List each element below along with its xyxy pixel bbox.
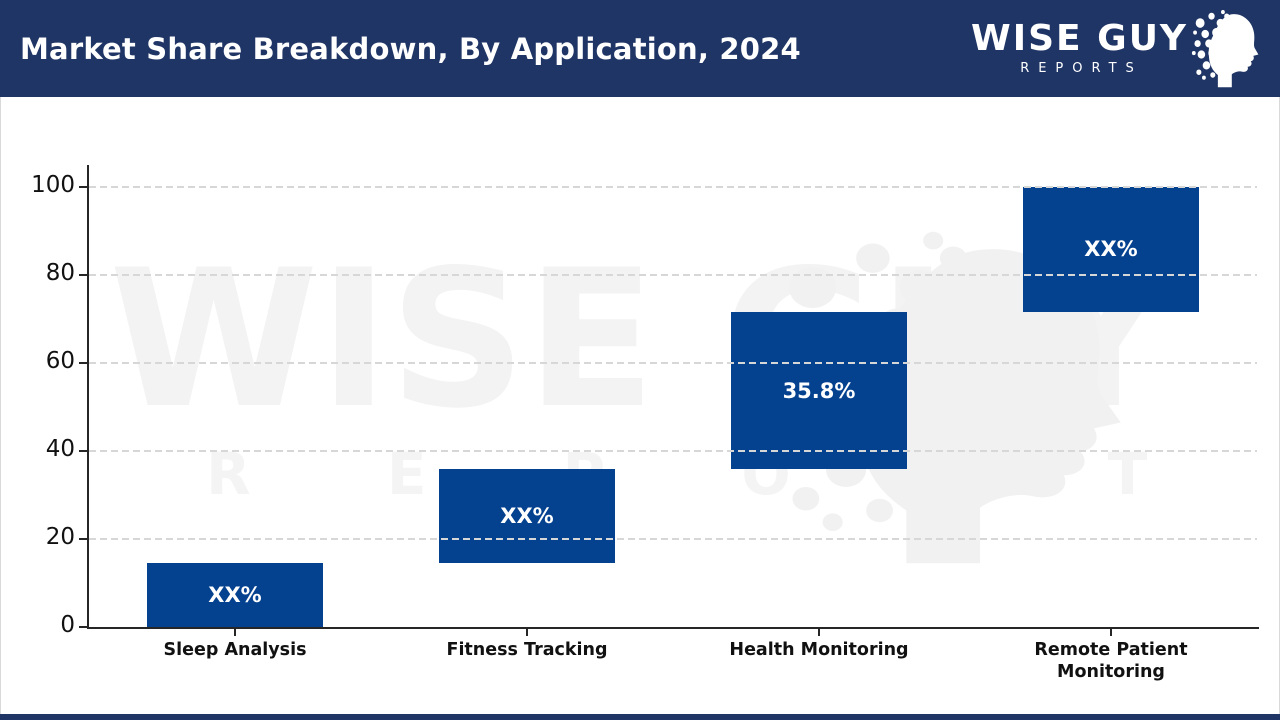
header-bar: Market Share Breakdown, By Application, … bbox=[0, 0, 1280, 97]
gridline-100 bbox=[89, 186, 1257, 188]
x-category-label: Sleep Analysis bbox=[163, 640, 307, 660]
y-tick-label-100: 100 bbox=[31, 172, 75, 198]
gridline-20 bbox=[89, 538, 1257, 540]
y-tick-0 bbox=[79, 626, 87, 628]
logo-brand-sub: REPORTS bbox=[1020, 61, 1143, 76]
bar-value-label: 35.8% bbox=[782, 378, 856, 403]
x-axis-spine bbox=[87, 627, 1259, 629]
gridline-80 bbox=[89, 274, 1257, 276]
y-axis-spine bbox=[87, 165, 89, 629]
y-tick-label-20: 20 bbox=[45, 524, 75, 550]
logo-text: WISE GUY REPORTS bbox=[970, 18, 1188, 77]
y-tick-80 bbox=[79, 274, 87, 276]
y-tick-label-40: 40 bbox=[45, 436, 75, 462]
x-tick bbox=[818, 629, 820, 636]
page-title: Market Share Breakdown, By Application, … bbox=[20, 31, 801, 66]
gridline-40 bbox=[89, 450, 1257, 452]
x-tick bbox=[526, 629, 528, 636]
logo-brand-name: WISE GUY bbox=[970, 18, 1188, 59]
bar-value-label: XX% bbox=[500, 504, 554, 529]
x-tick bbox=[1110, 629, 1112, 636]
y-tick-label-0: 0 bbox=[60, 612, 75, 638]
bar-segment: XX% bbox=[439, 469, 615, 564]
y-tick-20 bbox=[79, 538, 87, 540]
bar-segment: 35.8% bbox=[731, 311, 907, 470]
bar-segment: XX% bbox=[147, 563, 323, 627]
x-tick bbox=[234, 629, 236, 636]
chart-canvas: WISE GUY R E P O R T S 0 20 40 60 80 100 XX% Sl… bbox=[0, 97, 1280, 714]
bar-value-label: XX% bbox=[1084, 237, 1138, 262]
gridline-60 bbox=[89, 362, 1257, 364]
x-category-label: Health Monitoring bbox=[729, 640, 909, 660]
bar-segment: XX% bbox=[1023, 187, 1199, 312]
dotted-face-logo-icon bbox=[1191, 9, 1259, 87]
bar-value-label: XX% bbox=[208, 583, 262, 608]
y-tick-label-60: 60 bbox=[45, 348, 75, 374]
footer-bar bbox=[0, 714, 1280, 720]
y-tick-40 bbox=[79, 450, 87, 452]
x-category-label: Fitness Tracking bbox=[446, 640, 608, 660]
x-category-label: Remote Patient Monitoring bbox=[1034, 640, 1188, 682]
y-tick-100 bbox=[79, 186, 87, 188]
y-tick-60 bbox=[79, 362, 87, 364]
y-tick-label-80: 80 bbox=[45, 260, 75, 286]
wise-guy-reports-logo: WISE GUY REPORTS bbox=[971, 8, 1266, 90]
